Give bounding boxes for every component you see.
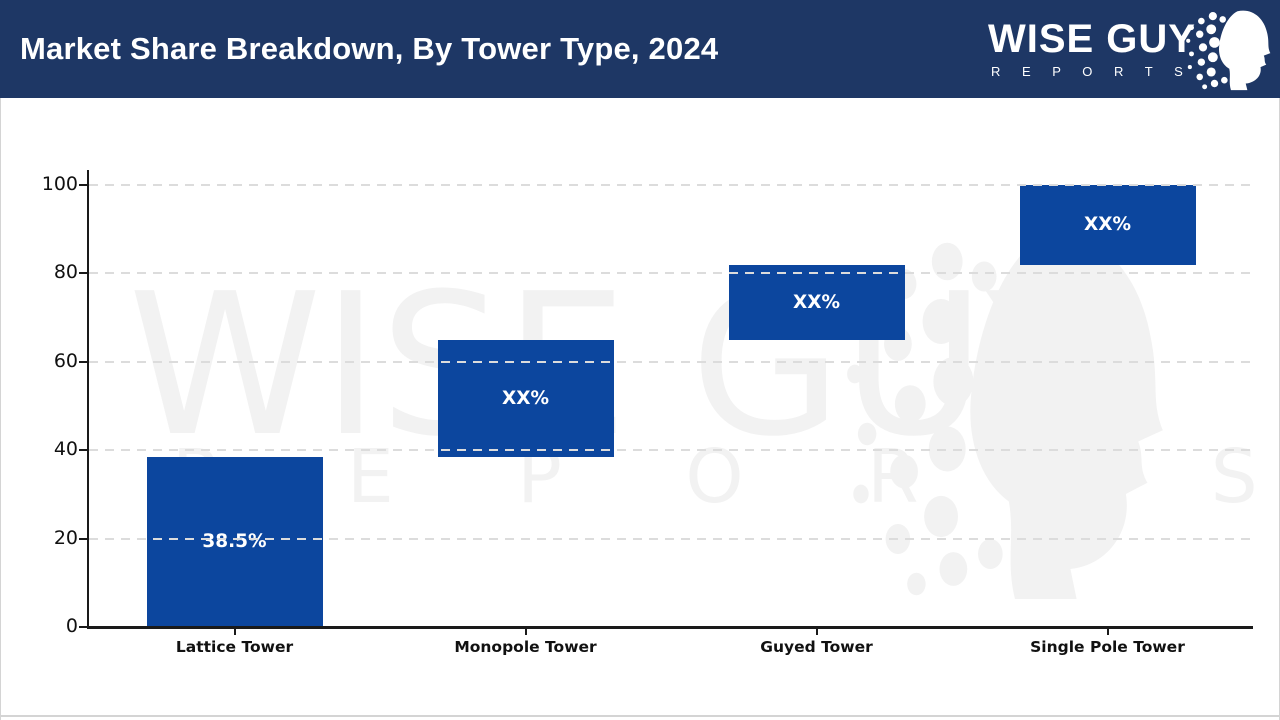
x-tick-mark (524, 629, 527, 635)
bar: XX% (728, 264, 905, 340)
frame-edge-bottom (0, 715, 1280, 717)
gridline (89, 272, 1253, 275)
logo-text: WISE GUY R E P O R T S (988, 19, 1196, 79)
x-tick-mark (233, 629, 236, 635)
y-tick-label: 40 (53, 438, 78, 461)
bar: XX% (1019, 185, 1196, 265)
wiseguy-logo: WISE GUY R E P O R T S (988, 6, 1272, 92)
y-tick-mark (79, 537, 87, 540)
gridline (89, 537, 1253, 540)
y-tick-label: 100 (41, 173, 78, 195)
bar-value-label: XX% (501, 387, 550, 409)
y-tick-mark (79, 360, 87, 363)
y-tick-mark (79, 449, 87, 452)
y-axis-line (87, 170, 89, 628)
y-tick-label: 20 (53, 526, 78, 549)
x-category-label: Monopole Tower (454, 638, 597, 656)
gridline (89, 449, 1253, 452)
y-tick-label: 80 (53, 261, 78, 284)
logo-head-icon (1186, 10, 1271, 91)
bar: XX% (437, 339, 614, 457)
x-axis-line (87, 626, 1253, 629)
bar-value-label: XX% (792, 291, 841, 313)
logo-subtext: R E P O R T S (990, 64, 1192, 79)
y-tick-mark (79, 626, 87, 628)
y-tick-mark (79, 184, 87, 186)
x-category-label: Single Pole Tower (1030, 638, 1185, 656)
gridline (89, 360, 1253, 363)
x-category-label: Lattice Tower (175, 638, 294, 656)
frame-edge-left (0, 98, 1, 720)
y-tick-label: 0 (65, 615, 78, 637)
title-bar: Market Share Breakdown, By Tower Type, 2… (0, 0, 1280, 98)
x-tick-mark (1106, 629, 1109, 635)
y-tick-label: 60 (53, 349, 78, 372)
bar: 38.5% (146, 456, 323, 627)
y-tick-mark (79, 272, 87, 275)
bar-value-label: XX% (1083, 214, 1132, 236)
gridline (89, 184, 1253, 186)
bar-value-label: 38.5% (202, 531, 267, 553)
logo-wordmark: WISE GUY (987, 17, 1196, 61)
x-tick-mark (815, 629, 818, 635)
page-title: Market Share Breakdown, By Tower Type, 2… (20, 31, 719, 66)
x-category-label: Guyed Tower (760, 638, 873, 656)
